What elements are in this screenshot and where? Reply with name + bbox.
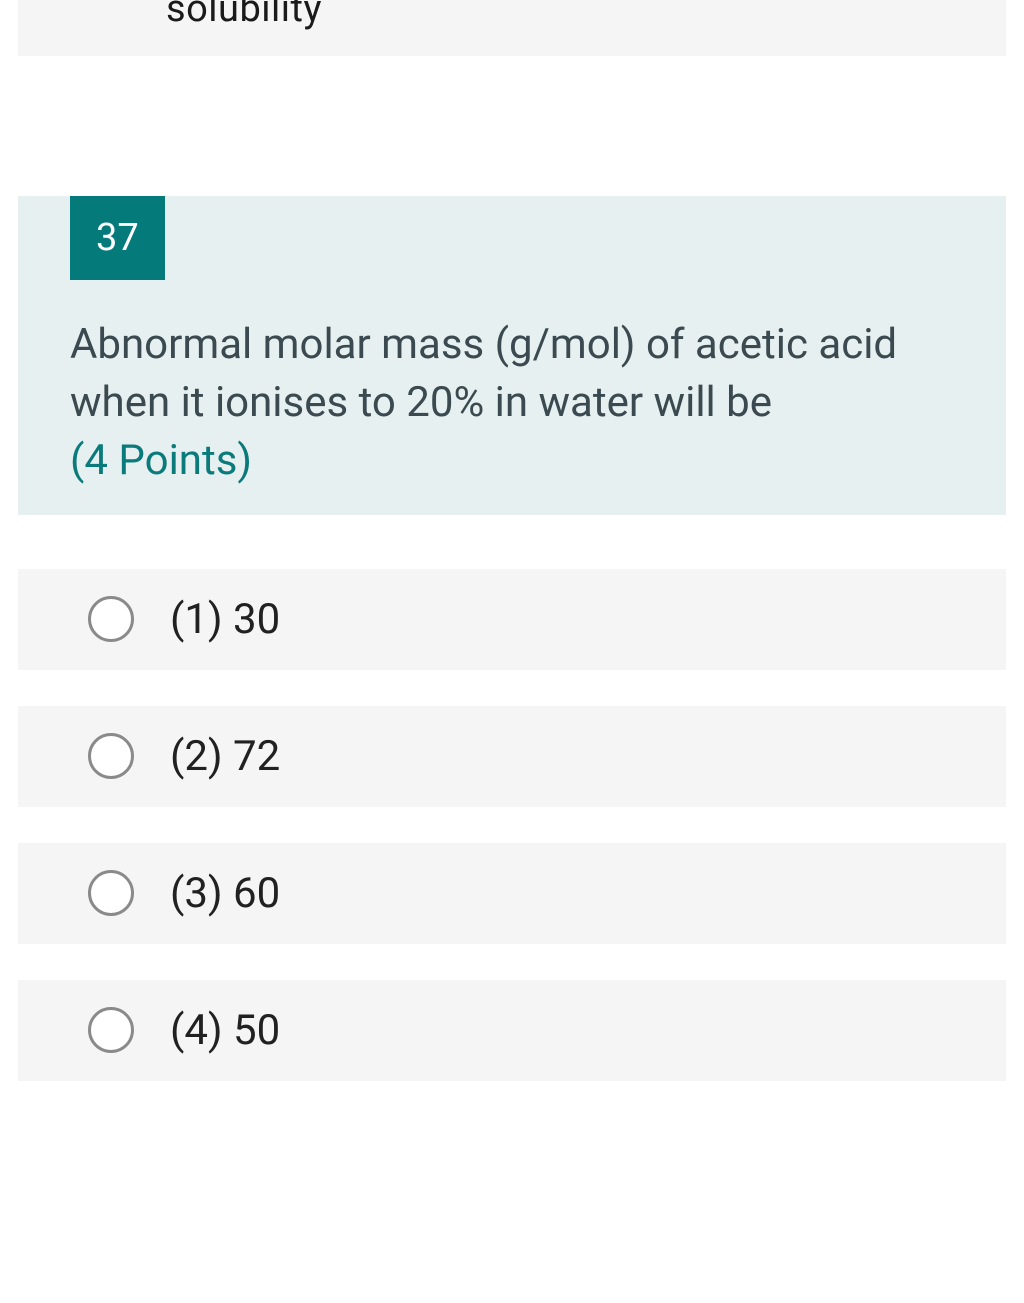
radio-icon[interactable] — [88, 870, 134, 916]
prev-option-label: solubility — [166, 0, 322, 31]
previous-option-card: solubility — [18, 0, 1006, 56]
option-label: (1) 30 — [170, 595, 280, 644]
option-2[interactable]: (2) 72 — [18, 706, 1006, 807]
option-label: (3) 60 — [170, 869, 280, 918]
question-points: (4 Points) — [18, 432, 1006, 485]
question-card: 37 Abnormal molar mass (g/mol) of acetic… — [18, 196, 1006, 515]
radio-icon[interactable] — [88, 596, 134, 642]
radio-icon[interactable] — [88, 733, 134, 779]
question-text: Abnormal molar mass (g/mol) of acetic ac… — [18, 316, 1006, 432]
option-4[interactable]: (4) 50 — [18, 980, 1006, 1081]
previous-option-text: solubility — [58, 0, 966, 28]
option-3[interactable]: (3) 60 — [18, 843, 1006, 944]
quiz-page: solubility 37 Abnormal molar mass (g/mol… — [0, 0, 1024, 1157]
option-label: (4) 50 — [170, 1006, 280, 1055]
option-label: (2) 72 — [170, 732, 280, 781]
options-list: (1) 30 (2) 72 (3) 60 (4) 50 — [18, 569, 1006, 1081]
option-1[interactable]: (1) 30 — [18, 569, 1006, 670]
radio-icon[interactable] — [88, 1007, 134, 1053]
question-number-badge: 37 — [70, 196, 165, 280]
